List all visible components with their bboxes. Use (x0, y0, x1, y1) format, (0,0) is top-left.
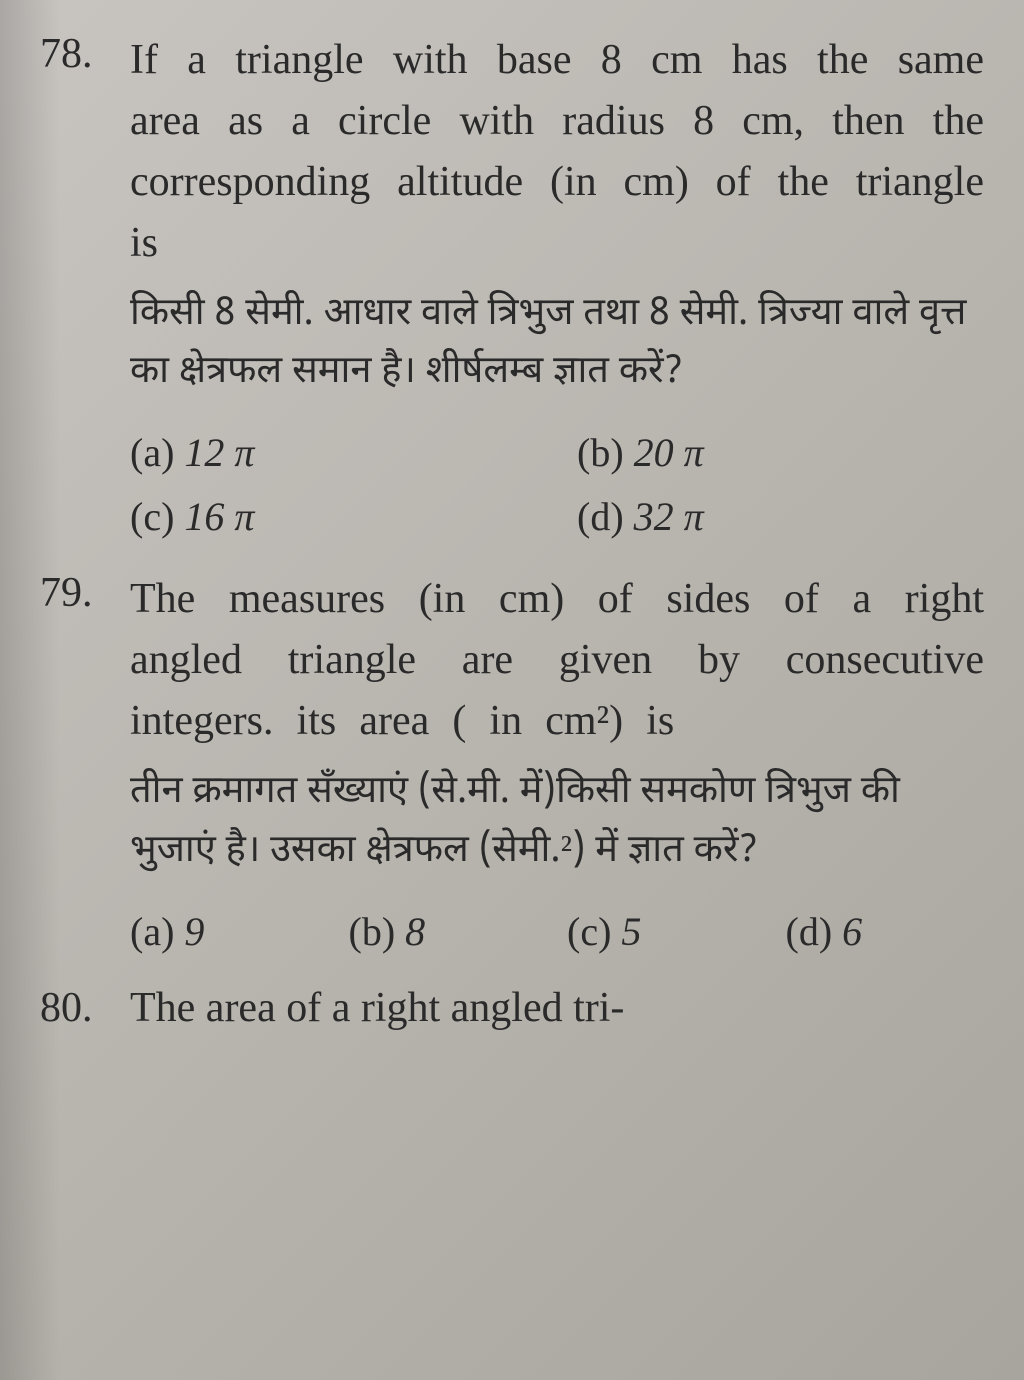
question-80-cutoff: 80. The area of a right angled tri- (40, 984, 984, 1032)
options-container: (a) 9 (b) 8 (c) 5 (d) 6 (130, 900, 984, 964)
option-value: 6 (842, 900, 862, 964)
question-header: 78. If a triangle with base 8 cm has the… (40, 30, 984, 549)
option-value: 9 (184, 900, 204, 964)
option-value: 12 π (184, 421, 254, 485)
option-d: (d) 32 π (577, 485, 984, 549)
page-content: 78. If a triangle with base 8 cm has the… (40, 30, 984, 1032)
option-label: (b) (349, 900, 396, 964)
option-value: 16 π (184, 485, 254, 549)
option-label: (c) (567, 900, 611, 964)
question-header: 79. The measures (in cm) of sides of a r… (40, 569, 984, 963)
option-c: (c) 16 π (130, 485, 537, 549)
question-body: If a triangle with base 8 cm has the sam… (130, 30, 984, 549)
question-78: 78. If a triangle with base 8 cm has the… (40, 30, 984, 549)
question-text-hindi: तीन क्रमागत सँख्याएं (से.मी. में)किसी सम… (130, 764, 984, 882)
option-b: (b) 8 (349, 900, 548, 964)
option-value: 32 π (634, 485, 704, 549)
question-number: 78. (40, 30, 110, 78)
option-value: 5 (621, 900, 641, 964)
question-79: 79. The measures (in cm) of sides of a r… (40, 569, 984, 963)
question-number: 79. (40, 569, 110, 617)
option-a: (a) 12 π (130, 421, 537, 485)
option-label: (d) (577, 485, 624, 549)
question-body: The measures (in cm) of sides of a right… (130, 569, 984, 963)
option-b: (b) 20 π (577, 421, 984, 485)
question-text-english: If a triangle with base 8 cm has the sam… (130, 30, 984, 274)
question-number: 80. (40, 984, 110, 1032)
option-label: (c) (130, 485, 174, 549)
option-a: (a) 9 (130, 900, 329, 964)
cutoff-text: The area of a right angled tri- (130, 984, 624, 1032)
option-value: 8 (405, 900, 425, 964)
question-text-hindi: किसी 8 सेमी. आधार वाले त्रिभुज तथा 8 सेम… (130, 286, 984, 404)
option-c: (c) 5 (567, 900, 766, 964)
option-label: (d) (786, 900, 833, 964)
option-label: (a) (130, 900, 174, 964)
option-label: (b) (577, 421, 624, 485)
option-value: 20 π (634, 421, 704, 485)
option-label: (a) (130, 421, 174, 485)
options-container: (a) 12 π (b) 20 π (c) 16 π (d) 32 π (130, 421, 984, 549)
option-d: (d) 6 (786, 900, 985, 964)
question-text-english: The measures (in cm) of sides of a right… (130, 569, 984, 752)
